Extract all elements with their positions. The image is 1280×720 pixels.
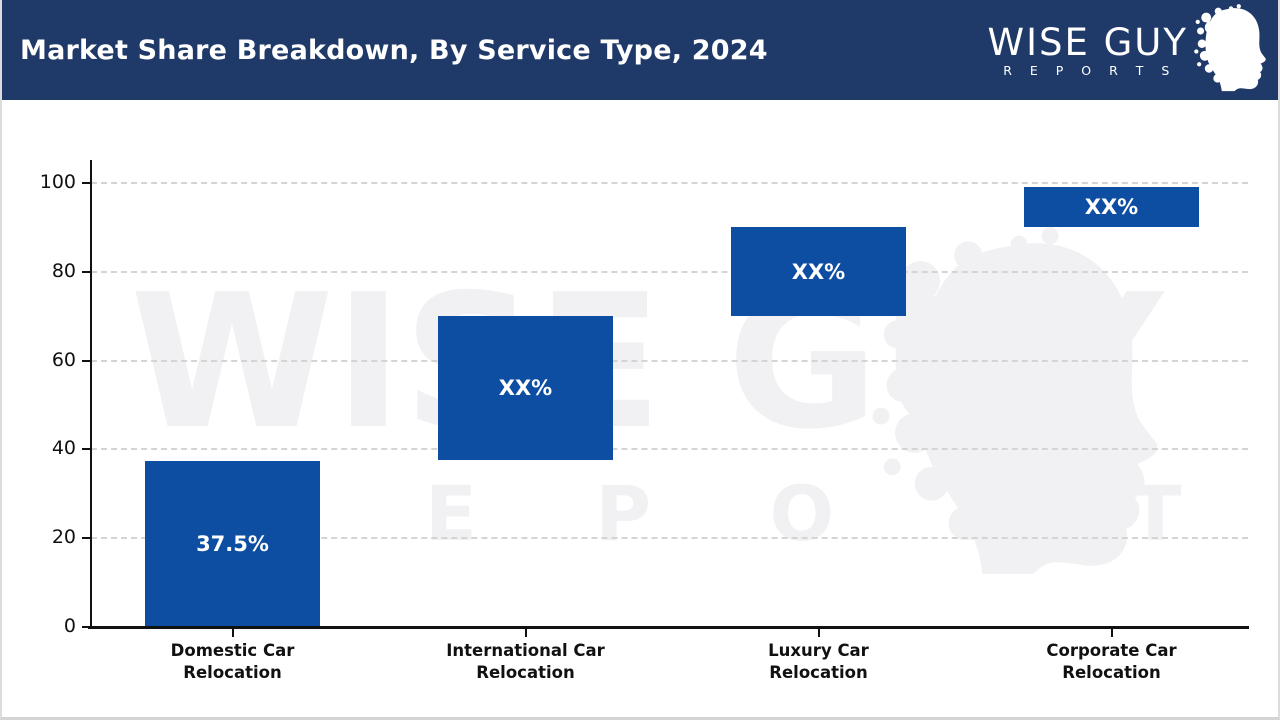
watermark-line2: R E P O R T S <box>248 469 1280 558</box>
bar-value-label: XX% <box>498 376 553 401</box>
y-tick-mark <box>82 448 90 451</box>
bar-value-label: 37.5% <box>196 531 269 556</box>
watermark-line1: WISE GUY <box>130 254 1163 470</box>
x-tick-mark <box>817 629 820 637</box>
brand-logo: WISE GUY R E P O R T S <box>988 2 1272 94</box>
x-tick-mark <box>524 629 527 637</box>
y-tick-label: 80 <box>51 259 76 282</box>
gridline-80 <box>91 270 1248 273</box>
gridline-100 <box>91 182 1248 184</box>
category-label-line: International Car <box>446 641 605 660</box>
brand-subtitle: R E P O R T S <box>1003 63 1177 78</box>
header-banner: Market Share Breakdown, By Service Type,… <box>2 0 1278 100</box>
y-tick-label: 0 <box>63 615 76 637</box>
watermark-head-icon <box>864 218 1174 586</box>
y-tick-mark <box>82 537 90 540</box>
y-tick-label: 60 <box>51 348 76 371</box>
category-label-line: Luxury Car <box>768 641 869 660</box>
category-label: International Car Relocation <box>406 640 646 684</box>
y-tick-mark <box>82 626 90 628</box>
page-title: Market Share Breakdown, By Service Type,… <box>20 34 768 66</box>
category-label-line: Relocation <box>476 662 575 682</box>
y-tick-label: 40 <box>51 437 76 460</box>
waterfall-bar: XX% <box>1024 187 1199 228</box>
y-axis <box>90 160 92 629</box>
bar-value-label: XX% <box>1084 195 1139 220</box>
brand-logo-text: WISE GUY R E P O R T S <box>988 24 1188 78</box>
gridline-40 <box>91 448 1248 451</box>
x-axis <box>88 626 1249 629</box>
chart-area: WISE GUY R E P O R T S 0 20 40 60 80 100 37.5%… <box>2 100 1280 720</box>
brand-name: WISE GUY <box>987 21 1188 64</box>
y-tick-mark <box>82 182 90 184</box>
y-tick-label: 20 <box>51 526 76 549</box>
category-label-line: Domestic Car <box>170 641 295 660</box>
waterfall-bar: XX% <box>438 316 613 461</box>
bar-value-label: XX% <box>791 259 846 284</box>
gridline-60 <box>91 359 1248 362</box>
category-label: Domestic Car Relocation <box>113 640 353 684</box>
x-tick-mark <box>231 629 234 637</box>
category-label-line: Corporate Car <box>1046 641 1177 660</box>
category-label-line: Relocation <box>1062 662 1161 682</box>
category-label: Luxury Car Relocation <box>699 640 939 684</box>
category-label-line: Relocation <box>183 662 282 682</box>
y-tick-label: 100 <box>39 171 76 193</box>
y-tick-mark <box>82 359 90 362</box>
category-label: Corporate Car Relocation <box>992 640 1232 684</box>
gridline-20 <box>91 537 1248 540</box>
x-tick-mark <box>1110 629 1113 637</box>
brand-head-icon <box>1190 2 1272 94</box>
waterfall-bar: XX% <box>731 227 906 317</box>
category-label-line: Relocation <box>769 662 868 682</box>
waterfall-bar: 37.5% <box>145 460 320 627</box>
y-tick-mark <box>82 270 90 273</box>
